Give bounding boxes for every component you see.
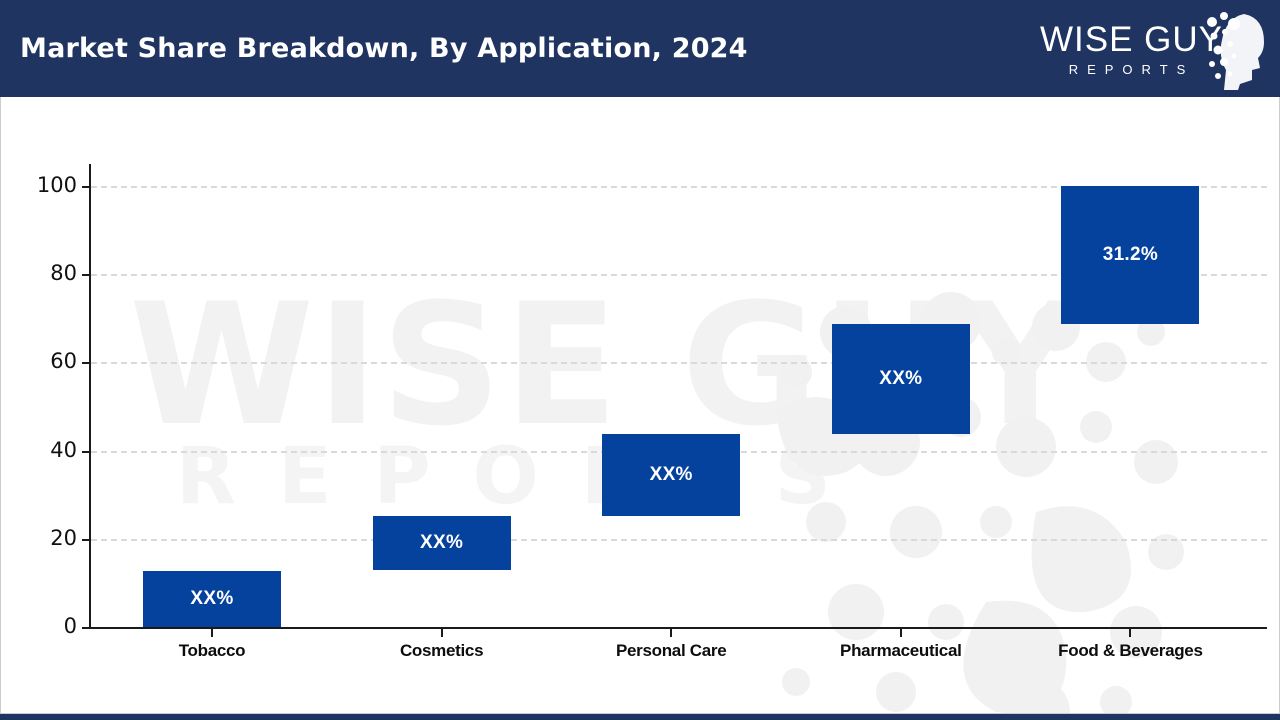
gridline-100 (91, 186, 1267, 188)
bar-personal-care: XX% (602, 433, 741, 516)
x-category-label: Pharmaceutical (840, 641, 962, 660)
y-tick-label-20: 20 (50, 525, 77, 550)
bar-cosmetics: XX% (372, 515, 511, 571)
bar-value-label: XX% (879, 367, 923, 389)
y-tick-label-40: 40 (50, 437, 77, 462)
y-tick-60 (82, 362, 89, 365)
x-category-label: Personal Care (615, 641, 727, 660)
bottom-hairline (0, 713, 1280, 714)
brand-subname: REPORTS (1068, 62, 1195, 77)
x-category-label: Cosmetics (399, 641, 484, 660)
x-tick-4 (1129, 629, 1132, 637)
chart-title: Market Share Breakdown, By Application, … (20, 33, 748, 64)
x-tick-0 (211, 629, 213, 637)
footer-bar (0, 714, 1280, 720)
brand-logo: WISE GUY REPORTS (1006, 6, 1266, 92)
chart-area: WISE GUY REPORTS 0 20 40 60 80 100 XX% Tobacco X… (0, 97, 1280, 720)
y-tick-40 (82, 450, 89, 453)
header-bar: Market Share Breakdown, By Application, … (0, 0, 1280, 97)
bar-tobacco: XX% (143, 570, 281, 627)
x-category-label: Food & Beverages (1058, 641, 1203, 660)
y-tick-label-100: 100 (36, 173, 77, 197)
bar-value-label: 31.2% (1102, 243, 1159, 265)
bar-food-beverages: 31.2% (1061, 186, 1200, 324)
x-tick-1 (440, 629, 443, 637)
y-tick-100 (82, 186, 89, 188)
brand-logo-text: WISE GUY REPORTS (1040, 20, 1223, 77)
bar-value-label: XX% (190, 587, 234, 609)
y-tick-20 (82, 538, 89, 541)
brand-name: WISE GUY (1040, 20, 1224, 59)
bar-value-label: XX% (649, 463, 693, 485)
y-axis-line (89, 163, 91, 629)
gridline-60 (91, 362, 1267, 365)
y-tick-80 (82, 274, 89, 277)
bar-pharmaceutical: XX% (831, 323, 970, 434)
gridline-80 (91, 274, 1267, 277)
x-axis-line (88, 627, 1267, 629)
y-tick-label-60: 60 (50, 349, 77, 374)
y-tick-label-0: 0 (63, 614, 77, 638)
y-tick-label-80: 80 (50, 261, 77, 286)
x-tick-3 (899, 629, 902, 637)
gridline-20 (91, 538, 1267, 541)
x-tick-2 (670, 629, 673, 637)
y-tick-0 (82, 627, 89, 629)
x-category-label: Tobacco (178, 641, 246, 660)
brand-face-icon (1207, 12, 1264, 90)
bar-value-label: XX% (420, 531, 464, 553)
